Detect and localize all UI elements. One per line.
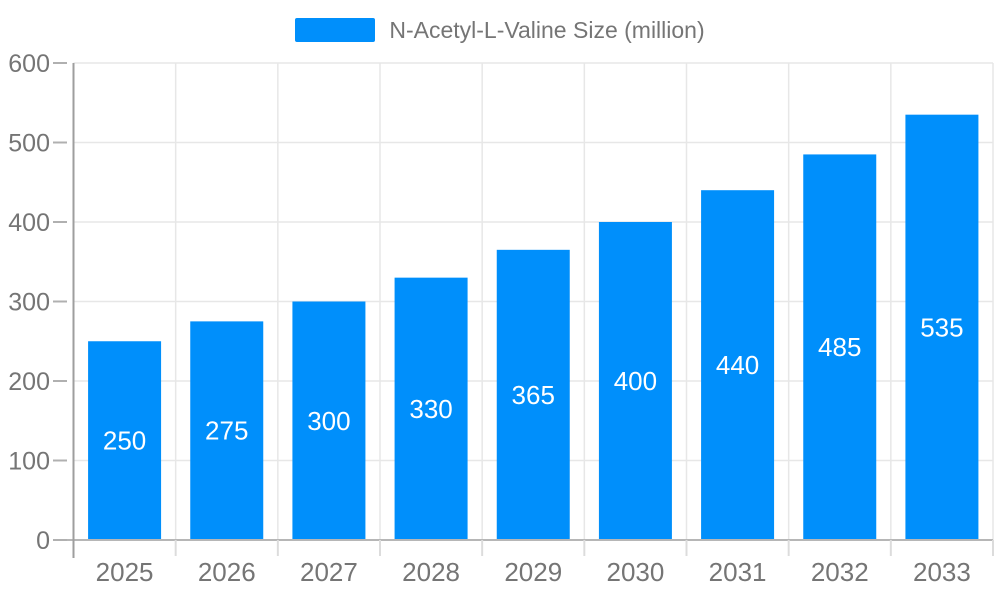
y-axis-tick-label: 0 <box>36 527 50 555</box>
bar-value-label: 365 <box>512 380 555 410</box>
x-axis-tick-label: 2028 <box>402 557 460 587</box>
bar-2026[interactable] <box>190 321 264 540</box>
bar-value-label: 485 <box>818 332 861 362</box>
x-axis-tick-label: 2025 <box>96 557 154 587</box>
bar-2028[interactable] <box>394 277 468 540</box>
y-axis-tick-label: 300 <box>8 289 50 317</box>
x-axis-tick-label: 2026 <box>198 557 256 587</box>
bar-value-label: 300 <box>307 406 350 436</box>
x-axis-tick-label: 2030 <box>606 557 664 587</box>
bar-value-label: 440 <box>716 350 759 380</box>
x-axis-tick-label: 2029 <box>504 557 562 587</box>
bar-2031[interactable] <box>701 190 775 540</box>
y-axis-tick-label: 400 <box>8 209 50 237</box>
bar-value-label: 330 <box>409 394 452 424</box>
bar-2032[interactable] <box>803 154 877 541</box>
legend-label: N-Acetyl-L-Valine Size (million) <box>389 16 705 43</box>
bar-2033[interactable] <box>905 114 979 541</box>
x-axis-tick-label: 2032 <box>811 557 869 587</box>
bar-value-label: 275 <box>205 416 248 446</box>
bar-2030[interactable] <box>598 222 672 540</box>
y-axis-tick-label: 100 <box>8 448 50 476</box>
x-axis-tick-label: 2033 <box>913 557 971 587</box>
bar-value-label: 250 <box>103 426 146 456</box>
legend[interactable]: N-Acetyl-L-Valine Size (million) <box>0 18 1000 42</box>
bar-2027[interactable] <box>292 301 366 541</box>
y-axis-tick-label: 600 <box>8 50 50 78</box>
y-axis-tick-label: 500 <box>8 130 50 158</box>
x-axis-tick-label: 2031 <box>709 557 767 587</box>
bar-2029[interactable] <box>496 249 570 540</box>
bar-value-label: 400 <box>614 366 657 396</box>
y-axis-tick-label: 200 <box>8 368 50 396</box>
legend-swatch <box>295 18 376 42</box>
bar-value-label: 535 <box>920 312 963 342</box>
x-axis-tick-label: 2027 <box>300 557 358 587</box>
bar-2025[interactable] <box>88 341 162 540</box>
